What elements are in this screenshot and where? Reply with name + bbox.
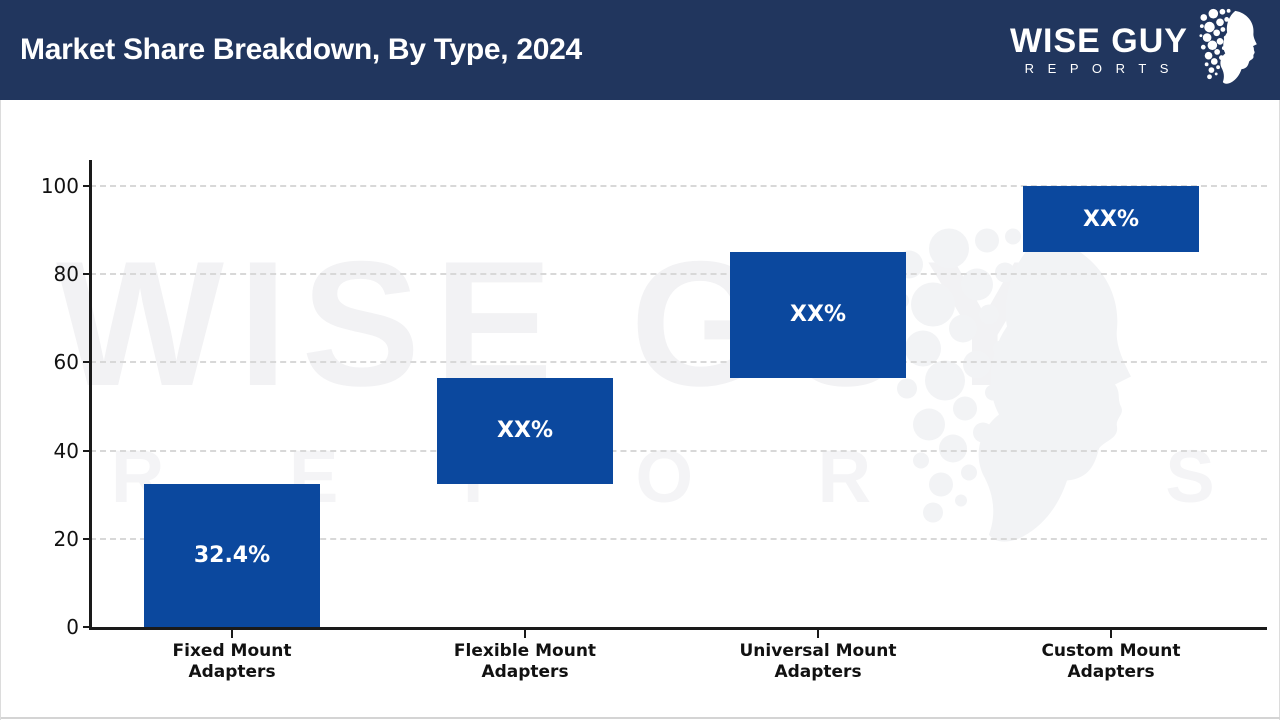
wiseguy-logo: WISE GUY R E P O R T S — [1010, 0, 1270, 100]
y-tick-label-40: 40 — [53, 438, 79, 463]
category-label-line: Adapters — [481, 662, 569, 682]
y-tick-label-100: 100 — [40, 174, 79, 198]
y-tick-mark-80 — [83, 273, 91, 276]
category-label-line: Fixed Mount — [172, 641, 292, 661]
x-tick-mark — [524, 629, 526, 638]
gridline-80 — [90, 273, 1267, 276]
bar-segment: XX% — [1023, 186, 1199, 253]
header-bar: Market Share Breakdown, By Type, 2024 WI… — [0, 0, 1280, 100]
bar-segment: 32.4% — [144, 484, 320, 627]
category-label-line: Flexible Mount — [453, 641, 597, 661]
y-tick-label-20: 20 — [53, 526, 79, 551]
logo-tagline: R E P O R T S — [1024, 61, 1174, 76]
category-label-line: Adapters — [774, 662, 862, 682]
y-tick-mark-40 — [83, 449, 91, 452]
bottom-divider — [1, 717, 1280, 719]
x-tick-mark — [817, 629, 819, 638]
gridline-40 — [90, 449, 1267, 452]
y-tick-label-80: 80 — [53, 262, 79, 287]
category-label-line: Adapters — [1067, 662, 1155, 682]
category-label: Custom Mount Adapters — [991, 641, 1231, 683]
waterfall-chart: 0 20 40 60 80 100 32.4% XX% XX% XX% Fixed Mount Ada… — [1, 100, 1279, 720]
x-tick-mark — [1110, 629, 1112, 638]
bar-value-label: XX% — [497, 418, 553, 444]
gridline-20 — [90, 537, 1267, 540]
gridline-60 — [90, 361, 1267, 364]
x-axis-baseline — [89, 627, 1267, 630]
y-axis-spine — [89, 160, 92, 629]
bar-segment: XX% — [437, 377, 613, 485]
category-label-line: Custom Mount — [1041, 641, 1181, 661]
category-label: Universal Mount Adapters — [698, 641, 938, 683]
wiseguy-head-icon — [1192, 7, 1270, 93]
y-tick-label-60: 60 — [53, 350, 79, 375]
wiseguy-logo-text: WISE GUY R E P O R T S — [1010, 24, 1188, 76]
y-tick-mark-0 — [83, 626, 91, 628]
category-label-line: Adapters — [188, 662, 276, 682]
category-label-line: Universal Mount — [739, 641, 897, 661]
category-label: Flexible Mount Adapters — [405, 641, 645, 683]
category-label: Fixed Mount Adapters — [112, 641, 352, 683]
bar-segment: XX% — [730, 252, 906, 378]
bar-value-label: XX% — [790, 302, 846, 328]
chart-area: WISE GUY R E P O R T S 0 20 40 60 80 100 32.4%… — [0, 100, 1280, 720]
bar-value-label: XX% — [1083, 206, 1139, 232]
bar-value-label: 32.4% — [193, 543, 271, 569]
y-tick-mark-100 — [83, 185, 91, 187]
y-tick-mark-20 — [83, 537, 91, 540]
y-tick-label-0: 0 — [66, 615, 79, 639]
y-tick-mark-60 — [83, 361, 91, 364]
page-title: Market Share Breakdown, By Type, 2024 — [20, 33, 582, 66]
logo-wordmark: WISE GUY — [1009, 22, 1188, 60]
gridline-100 — [90, 185, 1267, 187]
x-tick-mark — [231, 629, 233, 638]
